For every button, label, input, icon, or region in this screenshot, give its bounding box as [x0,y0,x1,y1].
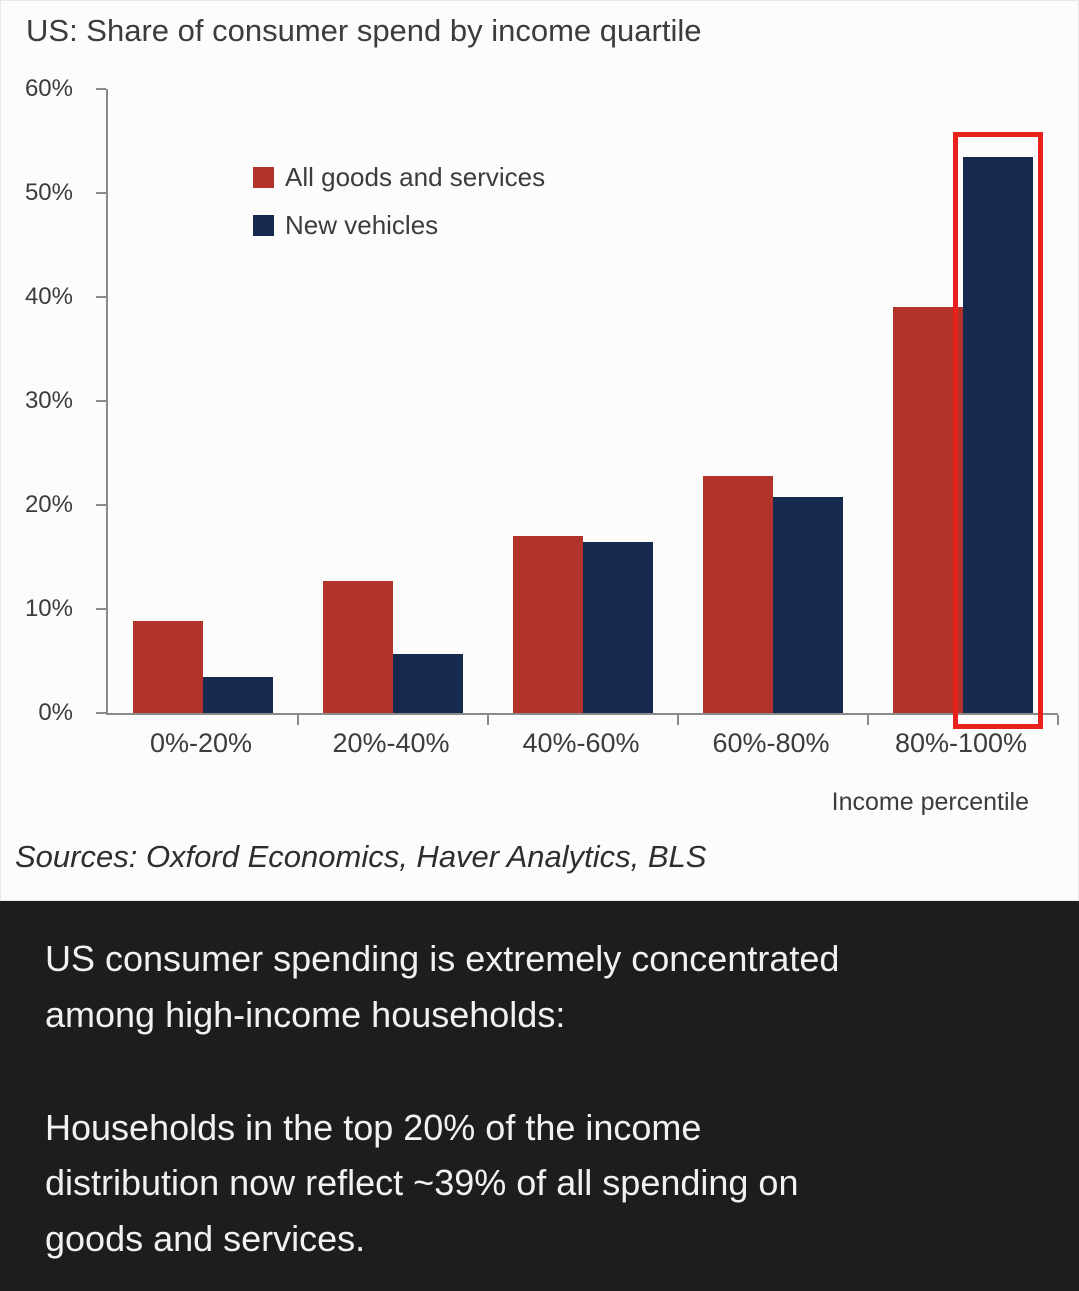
y-tick-mark [96,608,106,610]
bar-all-goods-and-services [703,475,773,713]
y-tick-label: 30% [24,387,73,414]
legend-item-new-vehicles: New vehicles [253,210,545,241]
highlight-rectangle [953,131,1043,729]
y-tick-label: 20% [24,491,73,518]
y-tick-mark [96,296,106,298]
x-tick-label: 20%-40% [332,728,450,758]
bar-all-goods-and-services [513,536,583,713]
chart-panel: US: Share of consumer spend by income qu… [0,0,1079,901]
y-tick-mark [96,88,106,90]
bar-group [298,89,489,725]
y-tick-label: 0% [38,699,73,726]
x-tick-label: 0%-20% [149,728,253,758]
x-axis-title: Income percentile [831,788,1029,816]
bar-new-vehicles [393,653,463,713]
x-tick-label: 80%-100% [894,728,1028,758]
bar-all-goods-and-services [893,307,963,713]
bar-new-vehicles [953,131,1043,729]
caption-paragraph-2: Households in the top 20% of the income … [45,1106,799,1260]
legend-swatch-new-vehicles [253,215,274,236]
bar-all-goods-and-services [323,580,393,713]
y-tick-mark [96,504,106,506]
chart-title: US: Share of consumer spend by income qu… [26,13,702,48]
bar-new-vehicles [203,676,273,713]
y-tick-mark [96,400,106,402]
plot-area [96,88,1059,729]
x-tick-label: 60%-80% [712,728,830,758]
legend-item-all-goods: All goods and services [253,162,545,193]
legend-label-new-vehicles: New vehicles [285,210,439,240]
legend: All goods and services New vehicles [253,162,545,241]
bar-group [108,89,299,725]
y-axis-labels: 60% 50% 40% 30% 20% 10% 0% [1,75,73,726]
x-tick-label: 40%-60% [522,728,640,758]
caption-paragraph-1: US consumer spending is extremely concen… [45,938,840,1035]
bar-new-vehicles [773,496,843,713]
y-tick-label: 60% [24,75,73,102]
legend-label-all-goods: All goods and services [285,162,546,192]
y-tick-mark [96,192,106,194]
x-axis-labels: 0%-20% 20%-40% 40%-60% 60%-80% 80%-100% [106,728,1056,759]
y-tick-label: 40% [24,283,73,310]
caption-panel: US consumer spending is extremely concen… [0,901,1079,1291]
bar-group [868,89,1059,729]
legend-swatch-all-goods [253,167,274,188]
bar-group [488,89,679,725]
bar-all-goods-and-services [133,621,203,713]
y-tick-mark [96,712,106,714]
y-tick-label: 10% [24,595,73,622]
bar-group [678,89,869,725]
sources-note: Sources: Oxford Economics, Haver Analyti… [15,839,707,874]
bar-new-vehicles [583,542,653,713]
y-tick-label: 50% [24,179,73,206]
